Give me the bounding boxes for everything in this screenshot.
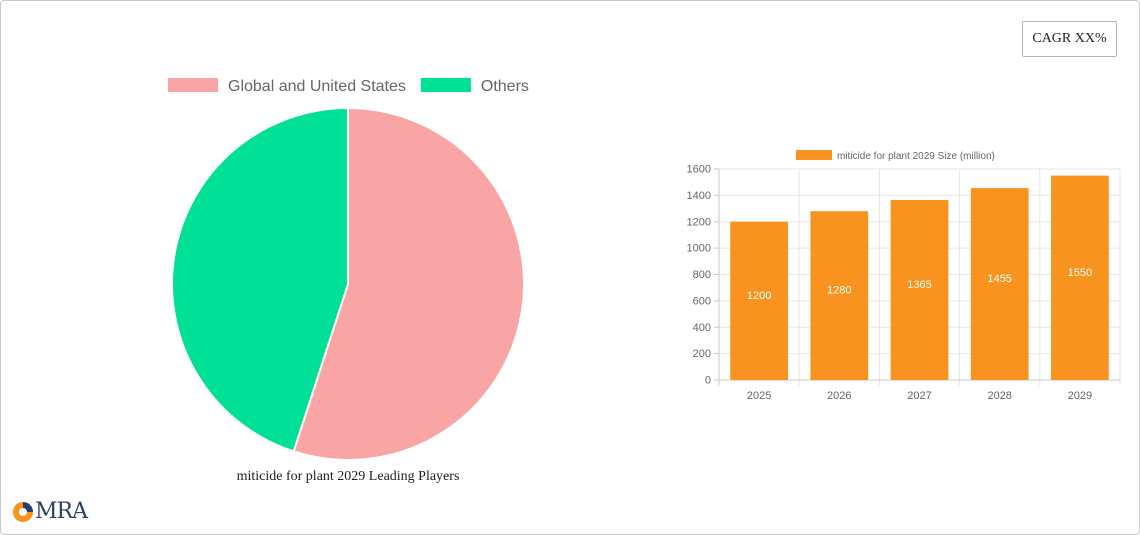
mra-logo: MRA — [12, 499, 88, 524]
pie-slice[interactable] — [171, 106, 349, 453]
bar-chart: miticide for plant 2029 Size (million) 0 2… — [687, 150, 1121, 402]
pie-legend-label: Others — [481, 78, 529, 95]
bar-data-label: 1280 — [827, 285, 851, 297]
bar[interactable] — [890, 199, 949, 380]
pie-chart: Global and United States Others — [168, 78, 529, 461]
y-tick-label: 1600 — [687, 164, 711, 176]
bar[interactable] — [1051, 175, 1109, 380]
y-tick-label: 800 — [693, 269, 711, 281]
bar-data-label: 1365 — [907, 279, 931, 291]
bar[interactable] — [970, 188, 1029, 380]
x-tick-label: 2028 — [987, 390, 1011, 402]
y-tick-label: 1000 — [687, 243, 711, 255]
bar-legend-label: miticide for plant 2029 Size (million) — [837, 151, 995, 162]
y-tick-label: 0 — [705, 375, 711, 387]
x-tick-label: 2029 — [1068, 390, 1092, 402]
bar-legend-swatch[interactable] — [796, 150, 832, 160]
pie-legend-label: Global and United States — [228, 78, 406, 95]
x-tick-label: 2027 — [907, 390, 931, 402]
pie-legend-swatch[interactable] — [168, 78, 218, 92]
y-tick-label: 1200 — [687, 216, 711, 228]
y-tick-label: 400 — [693, 322, 711, 334]
x-tick-label: 2025 — [747, 390, 771, 402]
y-tick-label: 600 — [693, 295, 711, 307]
cagr-badge: CAGR XX% — [1022, 21, 1117, 57]
bar[interactable] — [730, 221, 788, 380]
x-tick-label: 2026 — [827, 390, 851, 402]
logo-icon — [13, 501, 33, 522]
bar-data-label: 1550 — [1068, 267, 1092, 279]
bar[interactable] — [810, 211, 869, 380]
bar-data-label: 1455 — [987, 273, 1011, 285]
pie-slice[interactable] — [292, 106, 525, 461]
logo-text: MRA — [35, 499, 88, 524]
bar-data-label: 1200 — [747, 290, 771, 302]
pie-chart-title: miticide for plant 2029 Leading Players — [237, 469, 460, 484]
y-tick-label: 1400 — [687, 190, 711, 202]
y-tick-label: 200 — [693, 348, 711, 360]
pie-legend-swatch[interactable] — [420, 78, 471, 92]
